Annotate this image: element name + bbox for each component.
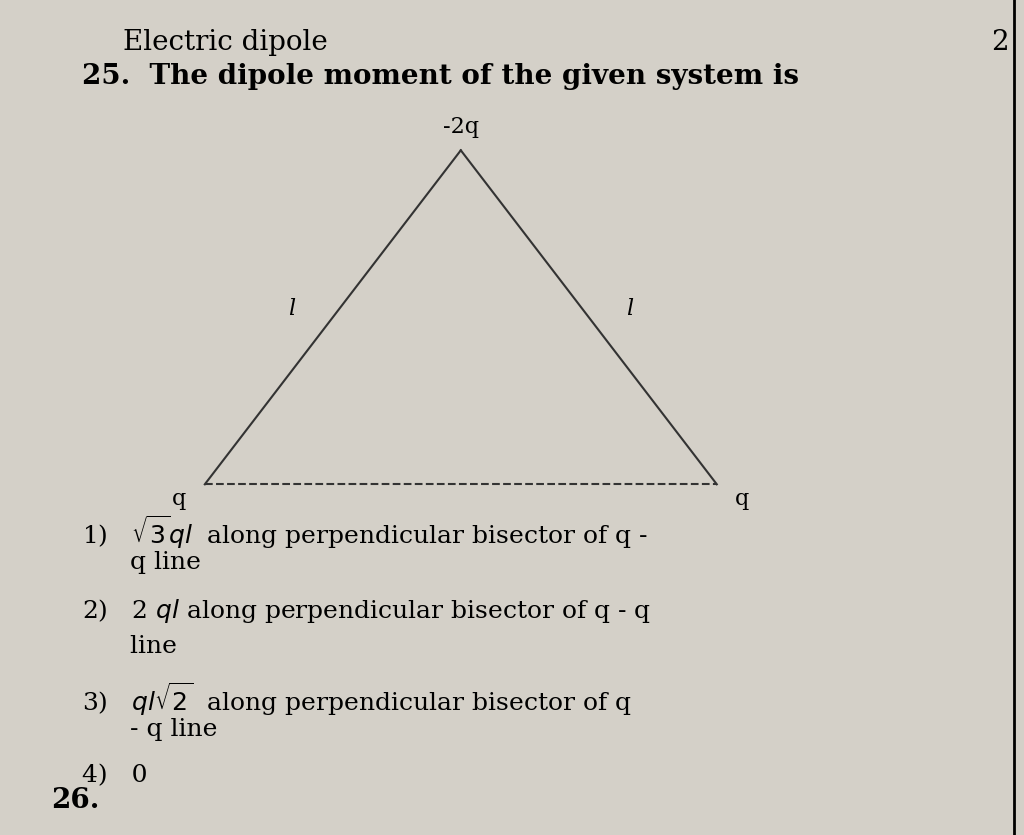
Text: 2)   2 $ql$ along perpendicular bisector of q - q: 2) 2 $ql$ along perpendicular bisector o…: [82, 597, 651, 625]
Text: -2q: -2q: [442, 116, 479, 138]
Text: l: l: [627, 298, 633, 320]
Text: 2: 2: [991, 29, 1009, 56]
Text: 3)   $ql\sqrt{2}$  along perpendicular bisector of q: 3) $ql\sqrt{2}$ along perpendicular bise…: [82, 681, 632, 718]
Text: q: q: [735, 488, 750, 510]
Text: l: l: [289, 298, 295, 320]
Text: q: q: [172, 488, 186, 510]
Text: 1)   $\sqrt{3}ql$  along perpendicular bisector of q -: 1) $\sqrt{3}ql$ along perpendicular bise…: [82, 514, 647, 551]
Text: 26.: 26.: [51, 787, 99, 814]
Text: line: line: [82, 635, 177, 658]
Text: - q line: - q line: [82, 718, 217, 741]
Text: Electric dipole: Electric dipole: [123, 29, 328, 56]
Text: 4)   0: 4) 0: [82, 764, 147, 787]
Text: q line: q line: [82, 551, 201, 574]
Text: 25.  The dipole moment of the given system is: 25. The dipole moment of the given syste…: [82, 63, 799, 89]
